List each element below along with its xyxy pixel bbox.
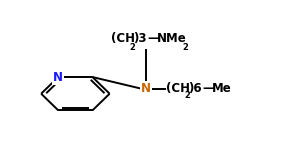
Text: )3: )3 (133, 32, 146, 45)
Text: Me: Me (212, 82, 232, 95)
Text: NMe: NMe (157, 32, 187, 45)
Text: )6: )6 (188, 82, 202, 95)
Text: —: — (147, 32, 159, 45)
Text: 2: 2 (182, 43, 188, 52)
Text: 2: 2 (185, 91, 191, 100)
Text: N: N (141, 82, 151, 95)
Text: (CH: (CH (111, 32, 135, 45)
Text: N: N (53, 71, 63, 84)
Text: —: — (202, 82, 214, 95)
Text: 2: 2 (129, 43, 135, 52)
Text: (CH: (CH (166, 82, 190, 95)
